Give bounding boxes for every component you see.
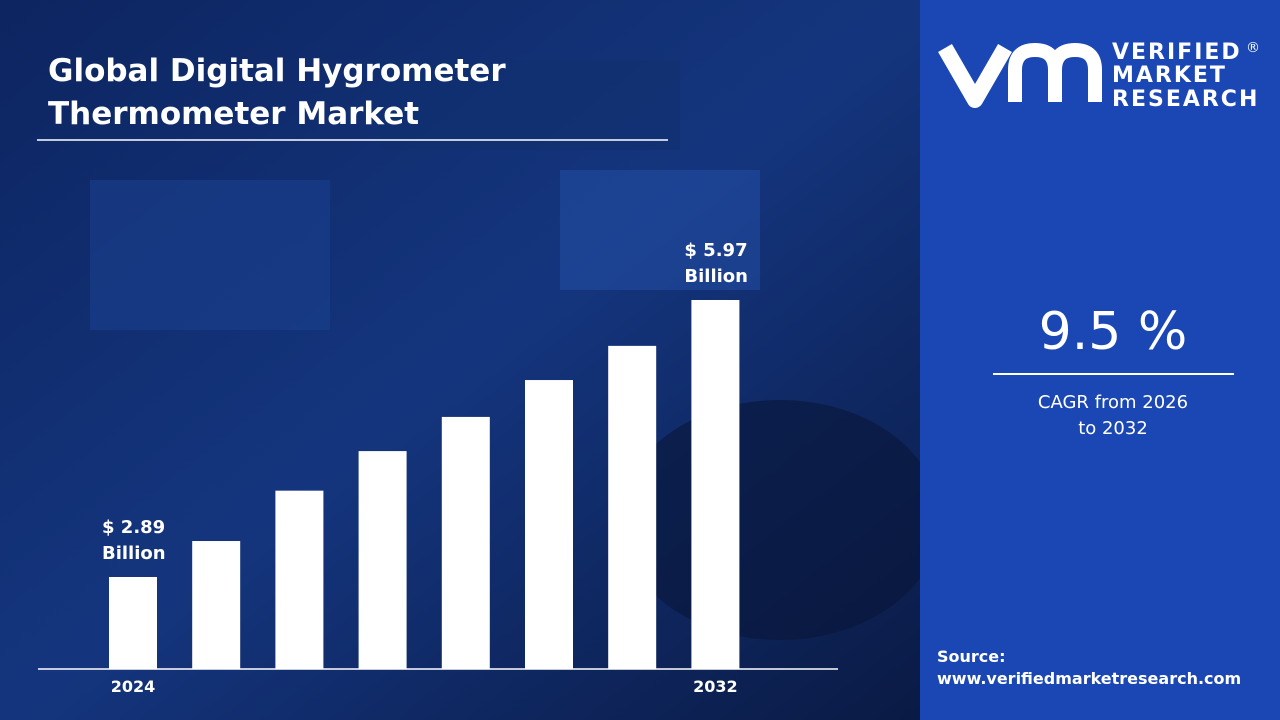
cagr-value: 9.5 % [1038,302,1188,362]
cagr-label: CAGR from 2026 to 2032 [1037,392,1189,439]
value-label: $ 2.89 Billion [102,517,171,564]
bar [109,577,157,669]
divider [993,373,1234,375]
bar [358,451,407,669]
bar [691,300,740,669]
x-tick-label: 2024 [111,677,156,696]
source-url: www.verifiedmarketresearch.com [937,669,1242,688]
bar [275,490,324,669]
brand-text: RESEARCH [1112,87,1260,112]
source-label: Source: [937,647,1006,666]
logo [938,42,1102,108]
registered-mark: ® [1246,40,1260,56]
side-panel: VERIFIED MARKET RESEARCH ® 9.5 % CAGR fr… [920,0,1280,720]
bar [441,416,490,669]
chart: 2024 $ 2.89 Billion 2032 $ 5.97 Billion [37,139,838,696]
brand-text: MARKET [1112,63,1227,88]
bar [608,345,657,669]
x-tick-label: 2032 [693,677,738,696]
bar [525,380,573,669]
title: Global Digital Hygrometer Thermometer Ma… [48,53,506,132]
source: Source: www.verifiedmarketresearch.com [937,646,1241,690]
value-label: $ 5.97 Billion [684,240,753,287]
bar [192,541,241,669]
brand-text: VERIFIED [1112,40,1242,65]
